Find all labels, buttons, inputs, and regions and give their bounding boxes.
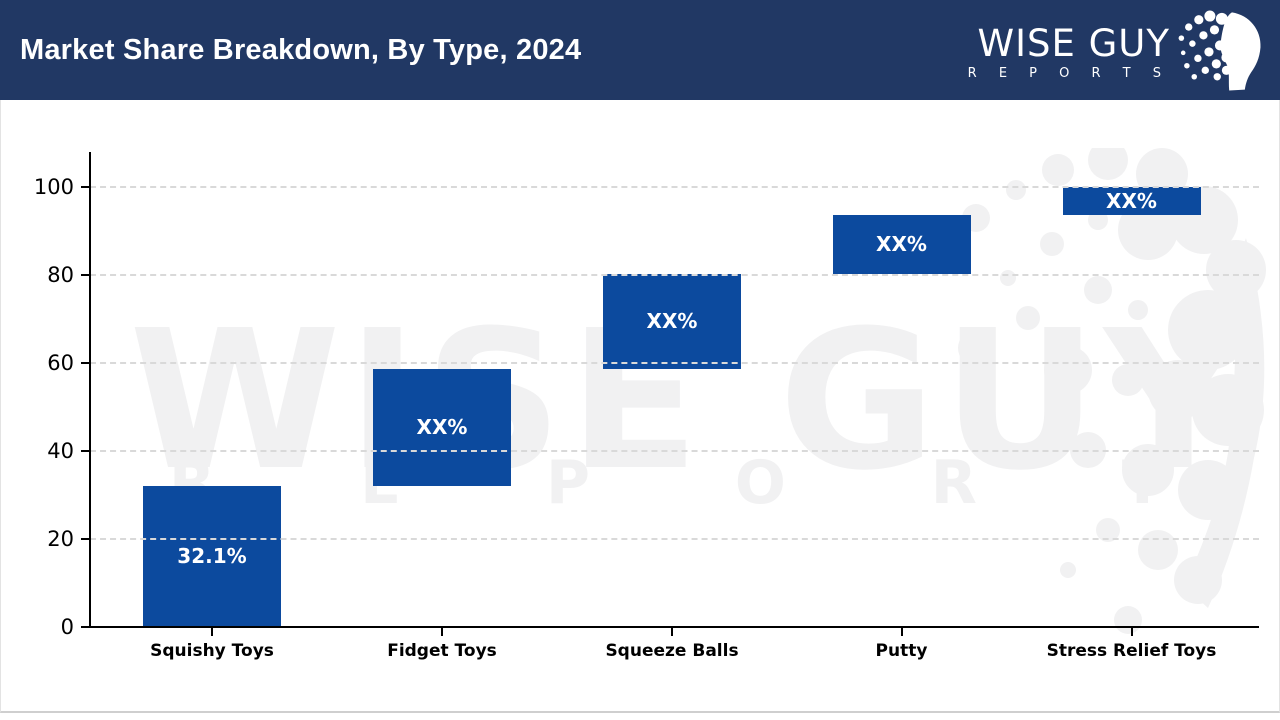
ytick-40 — [81, 449, 90, 452]
logo-head-icon — [1178, 10, 1261, 91]
gridline-100 — [90, 185, 1259, 188]
bar-label-squeeze-balls: XX% — [646, 309, 698, 334]
page-title: Market Share Breakdown, By Type, 2024 — [20, 33, 582, 66]
bar-stress-relief-toys: XX% — [1062, 186, 1201, 216]
ytick-label-40: 40 — [47, 438, 74, 463]
bar-label-stress-relief-toys: XX% — [1106, 188, 1157, 213]
y-axis-spine — [89, 152, 91, 628]
category-label-fidget-toys: Fidget Toys — [387, 641, 497, 661]
ytick-label-0: 0 — [60, 615, 74, 639]
category-label-squishy-toys: Squishy Toys — [150, 641, 274, 661]
category-label-squeeze-balls: Squeeze Balls — [605, 641, 739, 661]
xtick-putty — [900, 628, 903, 636]
ytick-20 — [81, 537, 90, 540]
ytick-label-60: 60 — [47, 350, 74, 375]
bar-label-putty: XX% — [876, 232, 927, 257]
bar-squeeze-balls: XX% — [603, 273, 741, 369]
ytick-label-100: 100 — [33, 174, 74, 199]
header-bar: Market Share Breakdown, By Type, 2024 WI… — [0, 0, 1280, 100]
xtick-squeeze-balls — [671, 628, 673, 636]
bar-putty: XX% — [832, 215, 971, 274]
logo-name: WISE GUY — [977, 21, 1170, 65]
chart-panel: WISE GUY R E P O R T S 32.1%XX%XX%XX%XX%… — [0, 100, 1280, 713]
gridline-60 — [90, 361, 1259, 364]
ytick-label-20: 20 — [47, 526, 74, 551]
bar-squishy-toys: 32.1% — [143, 485, 281, 627]
category-label-stress-relief-toys: Stress Relief Toys — [1046, 641, 1217, 661]
bar-fidget-toys: XX% — [373, 368, 511, 486]
logo-subtitle: R E P O R T S — [967, 65, 1170, 81]
ytick-80 — [81, 273, 90, 276]
gridline-80 — [90, 273, 1259, 276]
xtick-fidget-toys — [441, 628, 443, 636]
ytick-60 — [81, 361, 90, 364]
wise-guy-logo: WISE GUY R E P O R T S — [962, 10, 1266, 92]
ytick-label-80: 80 — [47, 262, 74, 287]
gridline-40 — [90, 449, 1259, 452]
waterfall-chart: 32.1% XX% XX% XX% XX% 0 20 40 60 80 100 Squishy Toy… — [1, 100, 1279, 711]
logo-text: WISE GUY R E P O R T S — [962, 22, 1170, 81]
xtick-squishy-toys — [211, 628, 213, 636]
xtick-stress-relief-toys — [1130, 628, 1133, 636]
x-axis-spine — [89, 626, 1259, 628]
gridline-20 — [90, 537, 1259, 540]
ytick-100 — [81, 185, 90, 188]
bar-label-fidget-toys: XX% — [416, 415, 468, 440]
category-label-putty: Putty — [875, 641, 928, 661]
ytick-0 — [81, 626, 90, 628]
bar-label-squishy-toys: 32.1% — [177, 544, 247, 569]
